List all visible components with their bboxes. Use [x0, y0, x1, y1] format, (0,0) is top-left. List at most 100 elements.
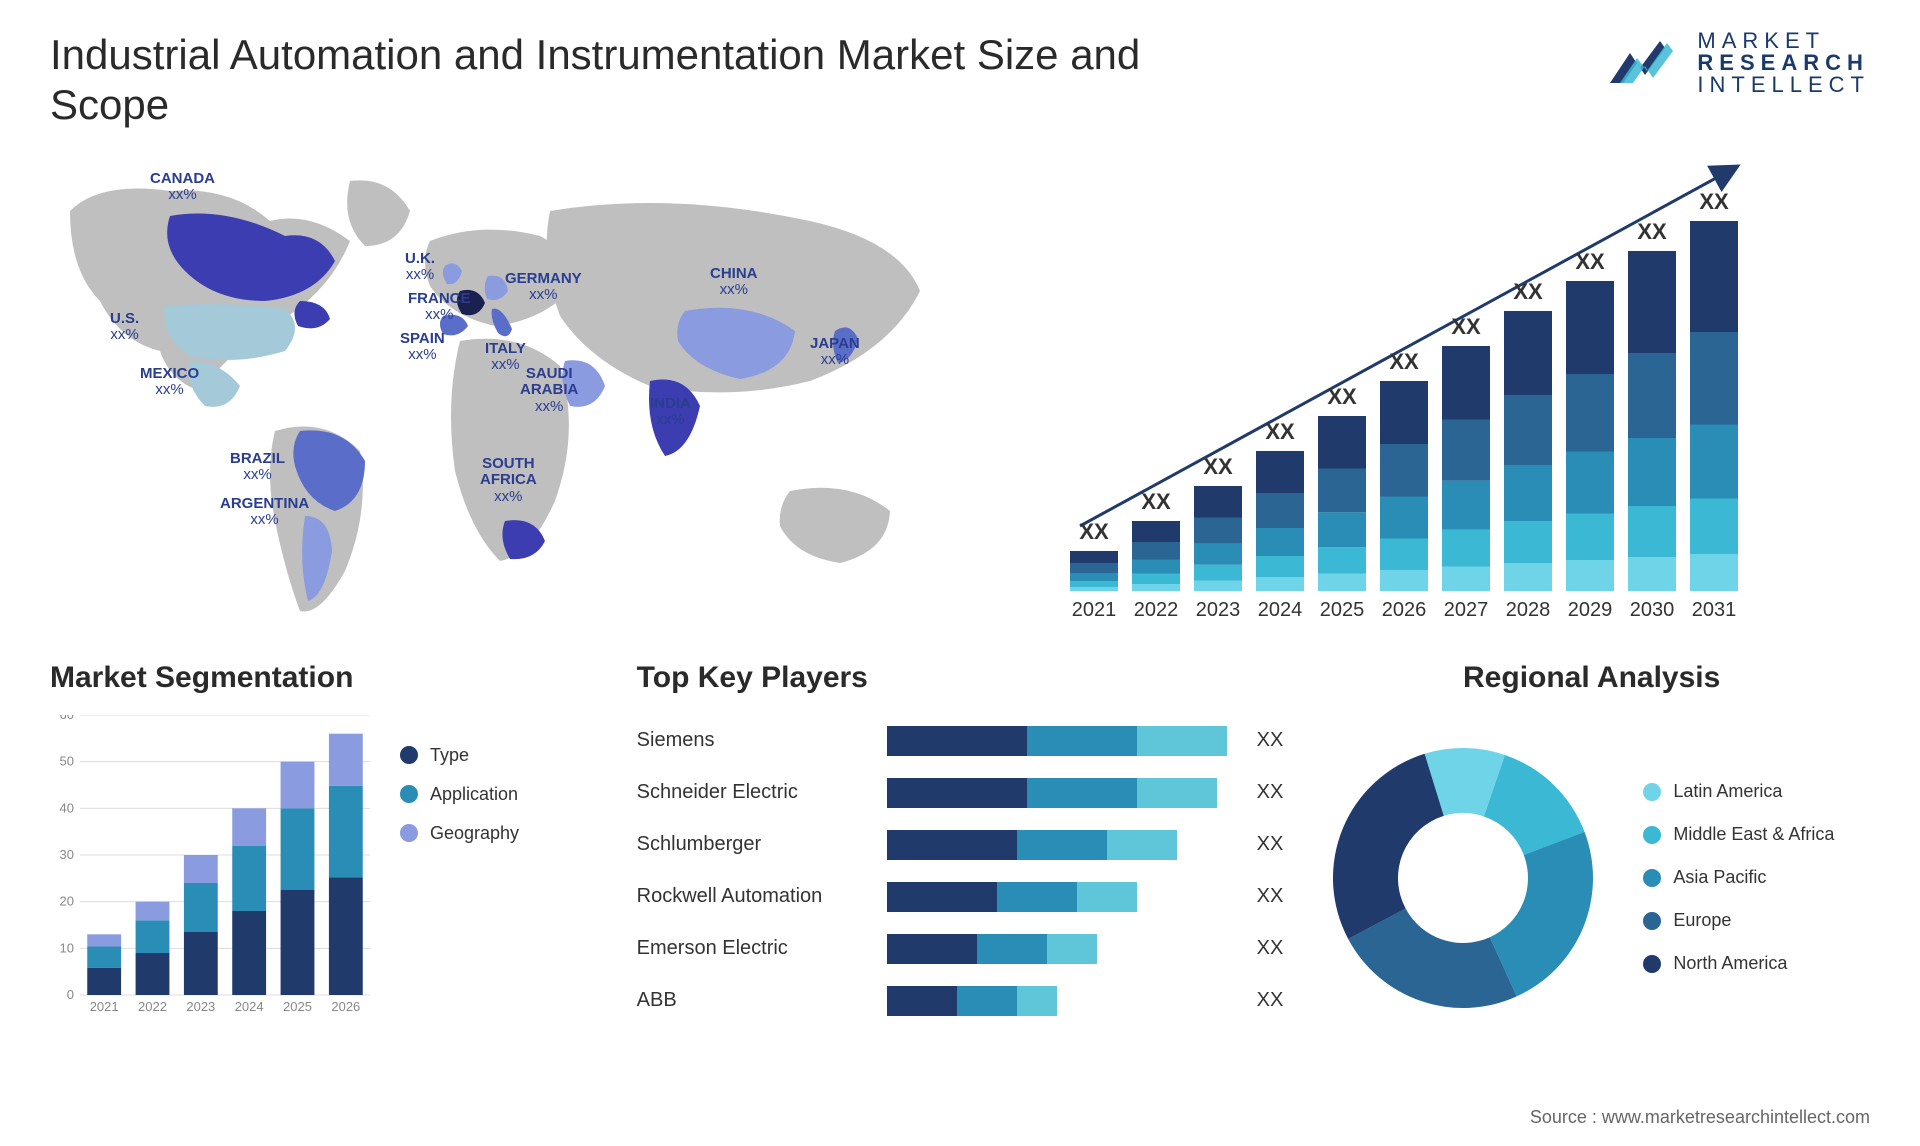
svg-text:2022: 2022	[1134, 599, 1179, 621]
key-player-label: Emerson Electric	[637, 937, 877, 960]
map-label: JAPANxx%	[810, 336, 860, 369]
regional-legend: Latin America Middle East & Africa Asia Pa…	[1643, 781, 1834, 974]
map-label: GERMANYxx%	[505, 271, 582, 304]
svg-text:XX: XX	[1699, 189, 1729, 214]
key-player-value: XX	[1257, 885, 1284, 908]
regional-legend-item: Asia Pacific	[1643, 867, 1834, 888]
svg-text:XX: XX	[1079, 519, 1109, 544]
regional-legend-item: North America	[1643, 953, 1834, 974]
svg-text:30: 30	[60, 847, 74, 862]
svg-text:XX: XX	[1327, 384, 1357, 409]
svg-text:XX: XX	[1141, 489, 1171, 514]
svg-text:2028: 2028	[1506, 599, 1551, 621]
logo-line3: INTELLECT	[1697, 74, 1870, 96]
svg-text:2023: 2023	[186, 999, 215, 1014]
svg-text:0: 0	[67, 987, 74, 1002]
key-player-bar	[887, 882, 1247, 912]
key-player-row: ABB XX	[637, 980, 1284, 1022]
regional-legend-item: Latin America	[1643, 781, 1834, 802]
map-label: BRAZILxx%	[230, 451, 285, 484]
map-label: FRANCExx%	[408, 291, 471, 324]
regional-title: Regional Analysis	[1313, 661, 1870, 695]
key-player-row: Schneider Electric XX	[637, 772, 1284, 814]
map-label: CHINAxx%	[710, 266, 758, 299]
logo: MARKET RESEARCH INTELLECT	[1605, 30, 1870, 96]
regional-legend-item: Europe	[1643, 910, 1834, 931]
key-player-value: XX	[1257, 989, 1284, 1012]
key-player-label: Siemens	[637, 729, 877, 752]
svg-text:2029: 2029	[1568, 599, 1613, 621]
svg-text:2021: 2021	[90, 999, 119, 1014]
key-player-label: Rockwell Automation	[637, 885, 877, 908]
legend-item: Application	[400, 784, 519, 805]
svg-text:XX: XX	[1451, 314, 1481, 339]
svg-text:60: 60	[60, 715, 74, 722]
key-player-bar	[887, 934, 1247, 964]
map-label: SOUTHAFRICAxx%	[480, 456, 537, 506]
world-map: CANADAxx% U.S.xx%MEXICOxx% BRAZILxx% ARGENT…	[50, 151, 950, 631]
svg-text:XX: XX	[1575, 249, 1605, 274]
map-label: ARGENTINAxx%	[220, 496, 309, 529]
segmentation-chart: 0102030405060202120222023202420252026	[50, 715, 370, 1015]
key-player-value: XX	[1257, 781, 1284, 804]
logo-icon	[1605, 33, 1685, 93]
regional-panel: Regional Analysis Latin America Middle Ea…	[1313, 661, 1870, 1041]
key-player-label: ABB	[637, 989, 877, 1012]
regional-legend-item: Middle East & Africa	[1643, 824, 1834, 845]
key-player-row: Schlumberger XX	[637, 824, 1284, 866]
segmentation-panel: Market Segmentation 0 10 20 30 40 50 60 2021 202…	[50, 661, 607, 1041]
page-title: Industrial Automation and Instrumentatio…	[50, 30, 1250, 131]
svg-text:20: 20	[60, 893, 74, 908]
svg-text:XX: XX	[1513, 279, 1543, 304]
svg-text:2026: 2026	[1382, 599, 1427, 621]
map-label: INDIAxx%	[650, 396, 691, 429]
map-label: SPAINxx%	[400, 331, 445, 364]
key-player-label: Schlumberger	[637, 833, 877, 856]
logo-line1: MARKET	[1697, 30, 1870, 52]
key-player-bar	[887, 830, 1247, 860]
key-players-panel: Top Key Players SiemensXXSchneider Elect…	[637, 661, 1284, 1041]
key-player-label: Schneider Electric	[637, 781, 877, 804]
key-players-chart: SiemensXXSchneider ElectricXXSchlumberge…	[637, 715, 1284, 1041]
svg-text:XX: XX	[1637, 219, 1667, 244]
svg-text:40: 40	[60, 800, 74, 815]
map-label: U.K.xx%	[405, 251, 435, 284]
key-player-row: Siemens XX	[637, 720, 1284, 762]
key-player-bar	[887, 726, 1247, 756]
svg-text:2025: 2025	[1320, 599, 1365, 621]
svg-text:50: 50	[60, 753, 74, 768]
key-player-bar	[887, 778, 1247, 808]
svg-text:2024: 2024	[1258, 599, 1303, 621]
legend-item: Geography	[400, 823, 519, 844]
svg-text:2025: 2025	[283, 999, 312, 1014]
segmentation-legend: Type Application Geography	[400, 715, 519, 1041]
regional-donut	[1313, 728, 1613, 1028]
source-text: Source : www.marketresearchintellect.com	[1530, 1107, 1870, 1128]
svg-text:2022: 2022	[138, 999, 167, 1014]
key-player-row: Emerson Electric XX	[637, 928, 1284, 970]
svg-text:2030: 2030	[1630, 599, 1675, 621]
map-label: U.S.xx%	[110, 311, 139, 344]
svg-text:2031: 2031	[1692, 599, 1737, 621]
key-player-value: XX	[1257, 833, 1284, 856]
svg-text:2023: 2023	[1196, 599, 1241, 621]
svg-text:XX: XX	[1389, 349, 1419, 374]
growth-chart: 2021 XX 2022 XX 2023 XX 2024 XX 2025 XX 2026 XX 2027…	[990, 151, 1870, 631]
map-label: CANADAxx%	[150, 171, 215, 204]
key-players-title: Top Key Players	[637, 661, 1284, 695]
svg-text:2027: 2027	[1444, 599, 1489, 621]
svg-text:XX: XX	[1265, 419, 1295, 444]
key-player-bar	[887, 986, 1247, 1016]
logo-line2: RESEARCH	[1697, 52, 1870, 74]
svg-text:2021: 2021	[1072, 599, 1117, 621]
svg-text:2026: 2026	[331, 999, 360, 1014]
svg-text:XX: XX	[1203, 454, 1233, 479]
svg-text:10: 10	[60, 940, 74, 955]
key-player-row: Rockwell Automation XX	[637, 876, 1284, 918]
map-label: MEXICOxx%	[140, 366, 199, 399]
key-player-value: XX	[1257, 729, 1284, 752]
key-player-value: XX	[1257, 937, 1284, 960]
segmentation-title: Market Segmentation	[50, 661, 607, 695]
map-label: SAUDIARABIAxx%	[520, 366, 578, 416]
legend-item: Type	[400, 745, 519, 766]
